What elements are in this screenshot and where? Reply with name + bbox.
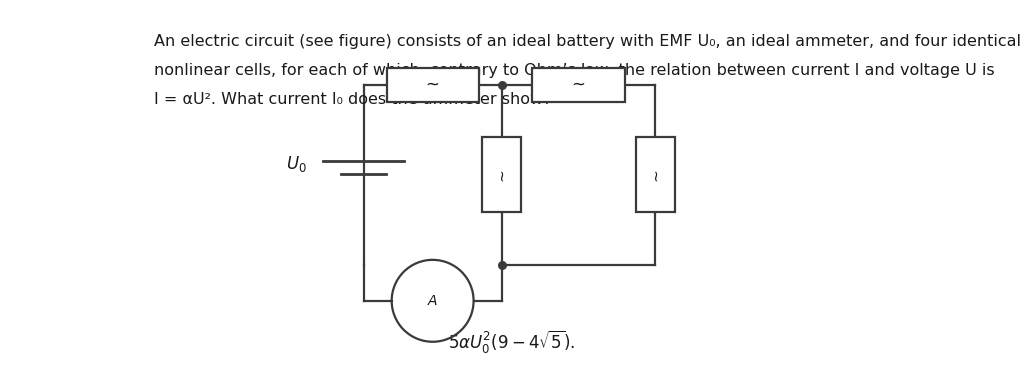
- Text: $A$: $A$: [427, 294, 438, 308]
- Text: $U_0$: $U_0$: [287, 153, 307, 174]
- Text: ~: ~: [426, 76, 439, 94]
- Text: An electric circuit (see figure) consists of an ideal battery with EMF U₀, an id: An electric circuit (see figure) consist…: [154, 34, 1021, 49]
- Text: I = αU². What current I₀ does the ammeter show?: I = αU². What current I₀ does the ammete…: [154, 92, 551, 107]
- Text: ~: ~: [571, 76, 586, 94]
- Text: $5\alpha U_0^2(9-4\sqrt{5}).$: $5\alpha U_0^2(9-4\sqrt{5}).$: [449, 328, 575, 355]
- FancyBboxPatch shape: [532, 68, 625, 102]
- FancyBboxPatch shape: [636, 137, 675, 212]
- FancyBboxPatch shape: [387, 68, 479, 102]
- Text: nonlinear cells, for each of which, contrary to Ohm’s law, the relation between : nonlinear cells, for each of which, cont…: [154, 63, 994, 78]
- Point: [494, 262, 510, 268]
- Text: ∼: ∼: [648, 168, 663, 181]
- Text: ∼: ∼: [495, 168, 509, 181]
- Point: [494, 82, 510, 88]
- FancyBboxPatch shape: [482, 137, 521, 212]
